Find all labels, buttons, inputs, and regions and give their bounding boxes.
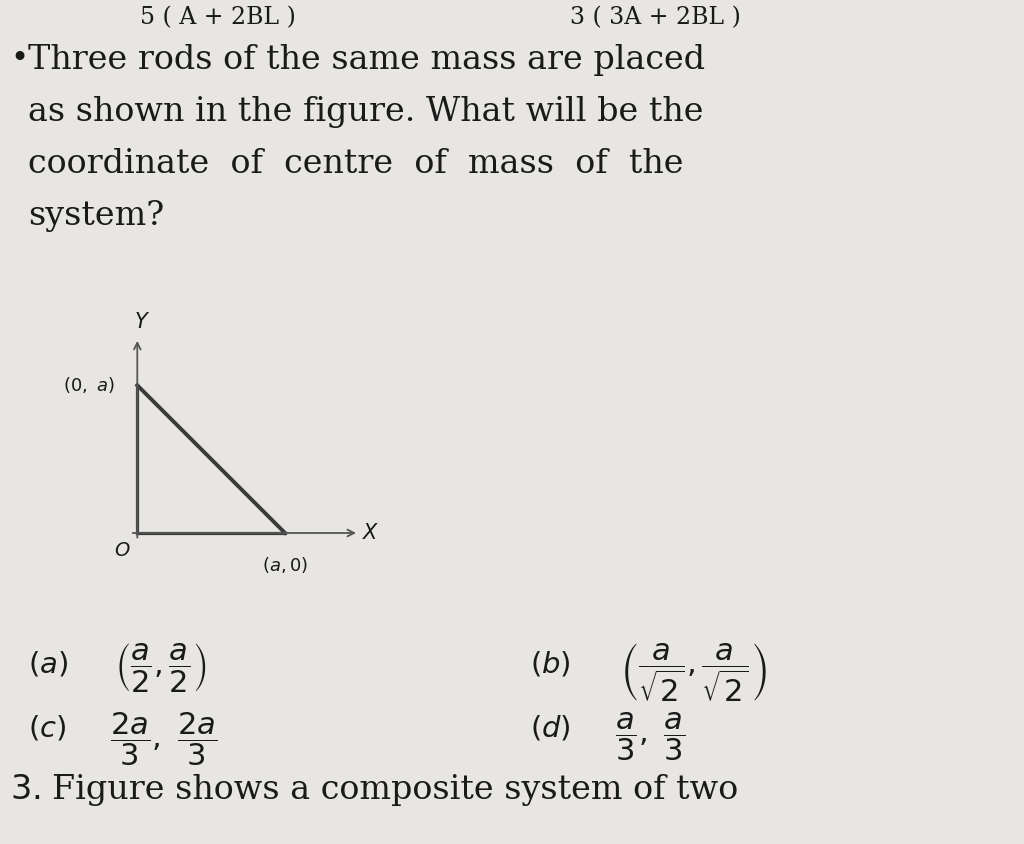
- Text: $(b)$: $(b)$: [530, 649, 570, 678]
- Text: $(a)$: $(a)$: [28, 649, 69, 678]
- Text: $(d)$: $(d)$: [530, 714, 570, 743]
- Text: $Y$: $Y$: [134, 312, 150, 332]
- Text: Three rods of the same mass are placed: Three rods of the same mass are placed: [28, 44, 706, 76]
- Text: $3.$: $3.$: [10, 774, 40, 806]
- Text: $O$: $O$: [115, 542, 131, 560]
- Text: system?: system?: [28, 200, 164, 232]
- Text: coordinate  of  centre  of  mass  of  the: coordinate of centre of mass of the: [28, 148, 683, 180]
- Text: as shown in the figure. What will be the: as shown in the figure. What will be the: [28, 96, 703, 128]
- Text: $\dfrac{2a}{3},\ \dfrac{2a}{3}$: $\dfrac{2a}{3},\ \dfrac{2a}{3}$: [110, 710, 217, 767]
- Text: 3 ( 3A + 2BL ): 3 ( 3A + 2BL ): [570, 6, 741, 29]
- Text: $(c)$: $(c)$: [28, 714, 67, 743]
- Text: Figure shows a composite system of two: Figure shows a composite system of two: [52, 774, 738, 806]
- Text: $\left(\dfrac{a}{\sqrt{2}},\dfrac{a}{\sqrt{2}}\right)$: $\left(\dfrac{a}{\sqrt{2}},\dfrac{a}{\sq…: [620, 641, 767, 704]
- Text: $X$: $X$: [361, 523, 379, 543]
- Text: $(0,\ a)$: $(0,\ a)$: [63, 376, 115, 395]
- Text: •: •: [10, 44, 28, 75]
- Text: $\dfrac{a}{3},\ \dfrac{a}{3}$: $\dfrac{a}{3},\ \dfrac{a}{3}$: [615, 710, 685, 762]
- Text: $\left(\dfrac{a}{2},\dfrac{a}{2}\right)$: $\left(\dfrac{a}{2},\dfrac{a}{2}\right)$: [115, 641, 207, 694]
- Text: 5 ( A + 2BL ): 5 ( A + 2BL ): [140, 6, 296, 29]
- Text: $(a, 0)$: $(a, 0)$: [262, 555, 308, 575]
